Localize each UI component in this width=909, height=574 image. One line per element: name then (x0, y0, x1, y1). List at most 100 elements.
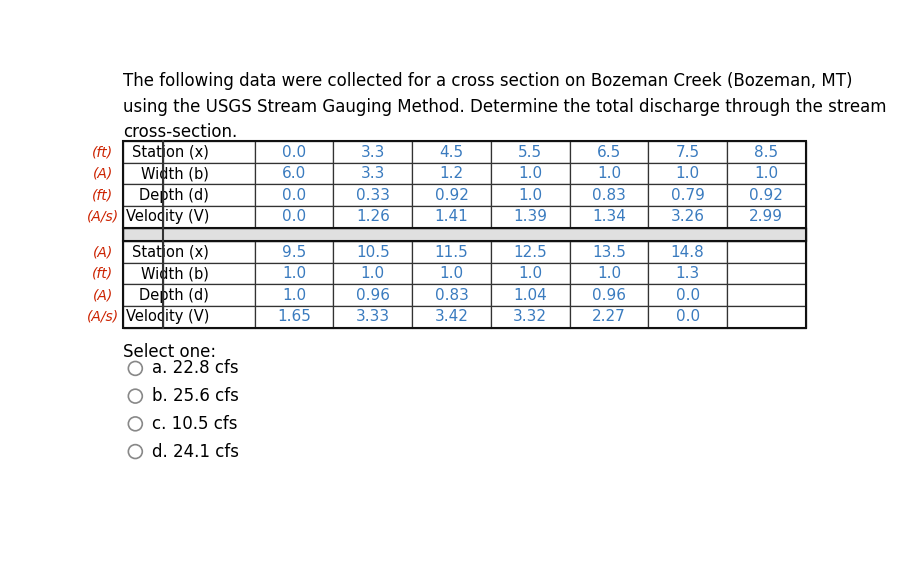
Text: 2.99: 2.99 (749, 209, 784, 224)
Bar (164, 141, 255, 163)
Text: (ft): (ft) (92, 188, 114, 202)
Text: 1.2: 1.2 (439, 166, 464, 181)
Bar (334, 263, 412, 285)
Bar (164, 306, 255, 328)
Text: 1.0: 1.0 (597, 266, 621, 281)
Bar (727, 285, 805, 306)
Text: 0.96: 0.96 (355, 288, 390, 302)
Text: Station (x): Station (x) (132, 245, 209, 259)
Text: (A): (A) (93, 166, 113, 181)
Bar (648, 141, 727, 163)
Bar (491, 306, 570, 328)
Bar (123, 241, 164, 263)
Text: 0.0: 0.0 (282, 188, 306, 203)
Text: The following data were collected for a cross section on Bozeman Creek (Bozeman,: The following data were collected for a … (123, 72, 886, 141)
Text: 1.0: 1.0 (282, 266, 306, 281)
Bar (164, 285, 255, 306)
Bar (334, 184, 412, 206)
Text: 3.42: 3.42 (435, 309, 468, 324)
Text: (A/s): (A/s) (86, 310, 119, 324)
Bar (412, 241, 491, 263)
Text: 9.5: 9.5 (282, 245, 306, 259)
Text: Depth (d): Depth (d) (139, 188, 209, 203)
Bar (727, 163, 805, 184)
Bar (727, 184, 805, 206)
Bar (334, 241, 412, 263)
Text: 0.0: 0.0 (675, 309, 700, 324)
Text: 13.5: 13.5 (592, 245, 625, 259)
Bar (727, 263, 805, 285)
Text: 0.0: 0.0 (282, 209, 306, 224)
Bar (123, 227, 805, 241)
Bar (412, 263, 491, 285)
Bar (648, 206, 727, 227)
Bar (334, 163, 412, 184)
Text: Width (b): Width (b) (141, 266, 209, 281)
Text: 3.32: 3.32 (514, 309, 547, 324)
Bar (123, 227, 805, 241)
Text: 1.3: 1.3 (675, 266, 700, 281)
Bar (491, 163, 570, 184)
Text: d. 24.1 cfs: d. 24.1 cfs (153, 443, 239, 460)
Text: 1.0: 1.0 (439, 266, 464, 281)
Bar (570, 241, 648, 263)
Text: 1.0: 1.0 (518, 166, 543, 181)
Text: 1.0: 1.0 (282, 288, 306, 302)
Bar (255, 163, 334, 184)
Text: Station (x): Station (x) (132, 145, 209, 160)
Bar (412, 163, 491, 184)
Text: (A/s): (A/s) (86, 210, 119, 224)
Bar (412, 285, 491, 306)
Bar (334, 285, 412, 306)
Bar (491, 184, 570, 206)
Bar (412, 206, 491, 227)
Text: 1.0: 1.0 (597, 166, 621, 181)
Text: 1.04: 1.04 (514, 288, 547, 302)
Bar (570, 206, 648, 227)
Bar (255, 184, 334, 206)
Bar (570, 184, 648, 206)
Text: (A): (A) (93, 245, 113, 259)
Bar (123, 141, 164, 163)
Text: Depth (d): Depth (d) (139, 288, 209, 302)
Text: 4.5: 4.5 (439, 145, 464, 160)
Text: Width (b): Width (b) (141, 166, 209, 181)
Text: 14.8: 14.8 (671, 245, 704, 259)
Text: 2.27: 2.27 (592, 309, 625, 324)
Bar (123, 263, 164, 285)
Text: 0.96: 0.96 (592, 288, 626, 302)
Text: Velocity (V): Velocity (V) (125, 209, 209, 224)
Bar (412, 184, 491, 206)
Bar (164, 163, 255, 184)
Bar (648, 263, 727, 285)
Bar (570, 141, 648, 163)
Bar (570, 263, 648, 285)
Bar (164, 206, 255, 227)
Text: 10.5: 10.5 (356, 245, 390, 259)
Text: 1.0: 1.0 (518, 188, 543, 203)
Text: 3.3: 3.3 (361, 145, 385, 160)
Text: 1.0: 1.0 (754, 166, 778, 181)
Text: b. 25.6 cfs: b. 25.6 cfs (153, 387, 239, 405)
Bar (255, 206, 334, 227)
Text: 1.39: 1.39 (514, 209, 547, 224)
Text: Velocity (V): Velocity (V) (125, 309, 209, 324)
Text: 1.0: 1.0 (518, 266, 543, 281)
Bar (334, 306, 412, 328)
Text: (A): (A) (93, 288, 113, 302)
Bar (491, 206, 570, 227)
Text: 1.26: 1.26 (355, 209, 390, 224)
Bar (334, 141, 412, 163)
Bar (255, 141, 334, 163)
Bar (648, 241, 727, 263)
Bar (255, 241, 334, 263)
Text: 8.5: 8.5 (754, 145, 778, 160)
Bar (123, 306, 164, 328)
Text: 6.5: 6.5 (597, 145, 621, 160)
Text: 1.41: 1.41 (435, 209, 468, 224)
Bar (648, 163, 727, 184)
Bar (648, 285, 727, 306)
Bar (570, 163, 648, 184)
Bar (334, 206, 412, 227)
Text: 0.83: 0.83 (592, 188, 625, 203)
